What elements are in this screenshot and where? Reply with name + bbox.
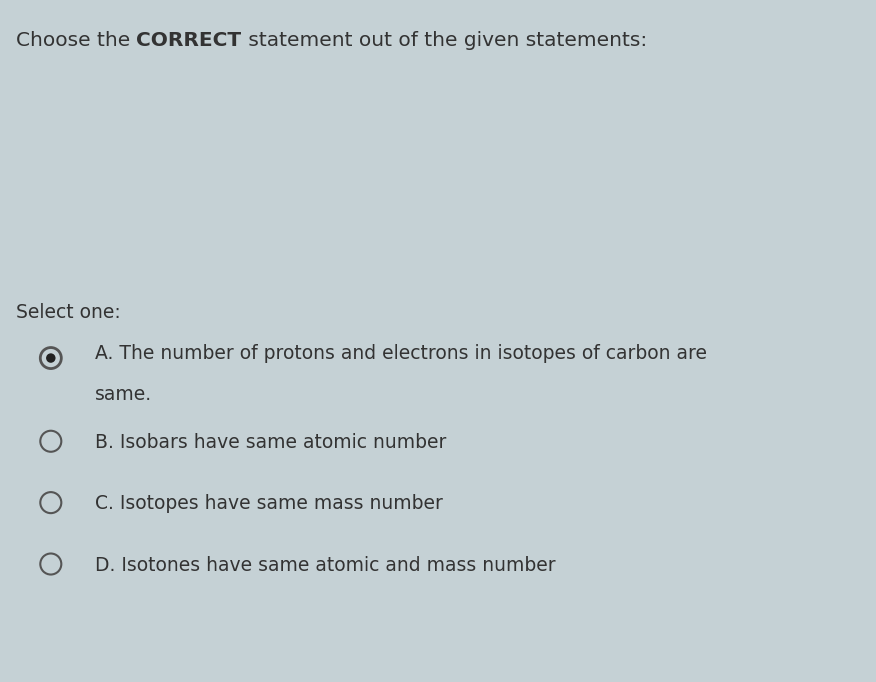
Text: C. Isotopes have same mass number: C. Isotopes have same mass number xyxy=(95,494,442,514)
Text: Choose the: Choose the xyxy=(16,31,137,50)
Text: Select one:: Select one: xyxy=(16,303,121,323)
Text: CORRECT: CORRECT xyxy=(137,31,242,50)
Text: B. Isobars have same atomic number: B. Isobars have same atomic number xyxy=(95,433,446,452)
Text: same.: same. xyxy=(95,385,152,404)
Text: statement out of the given statements:: statement out of the given statements: xyxy=(242,31,646,50)
Text: A. The number of protons and electrons in isotopes of carbon are: A. The number of protons and electrons i… xyxy=(95,344,707,364)
Text: D. Isotones have same atomic and mass number: D. Isotones have same atomic and mass nu… xyxy=(95,556,555,575)
